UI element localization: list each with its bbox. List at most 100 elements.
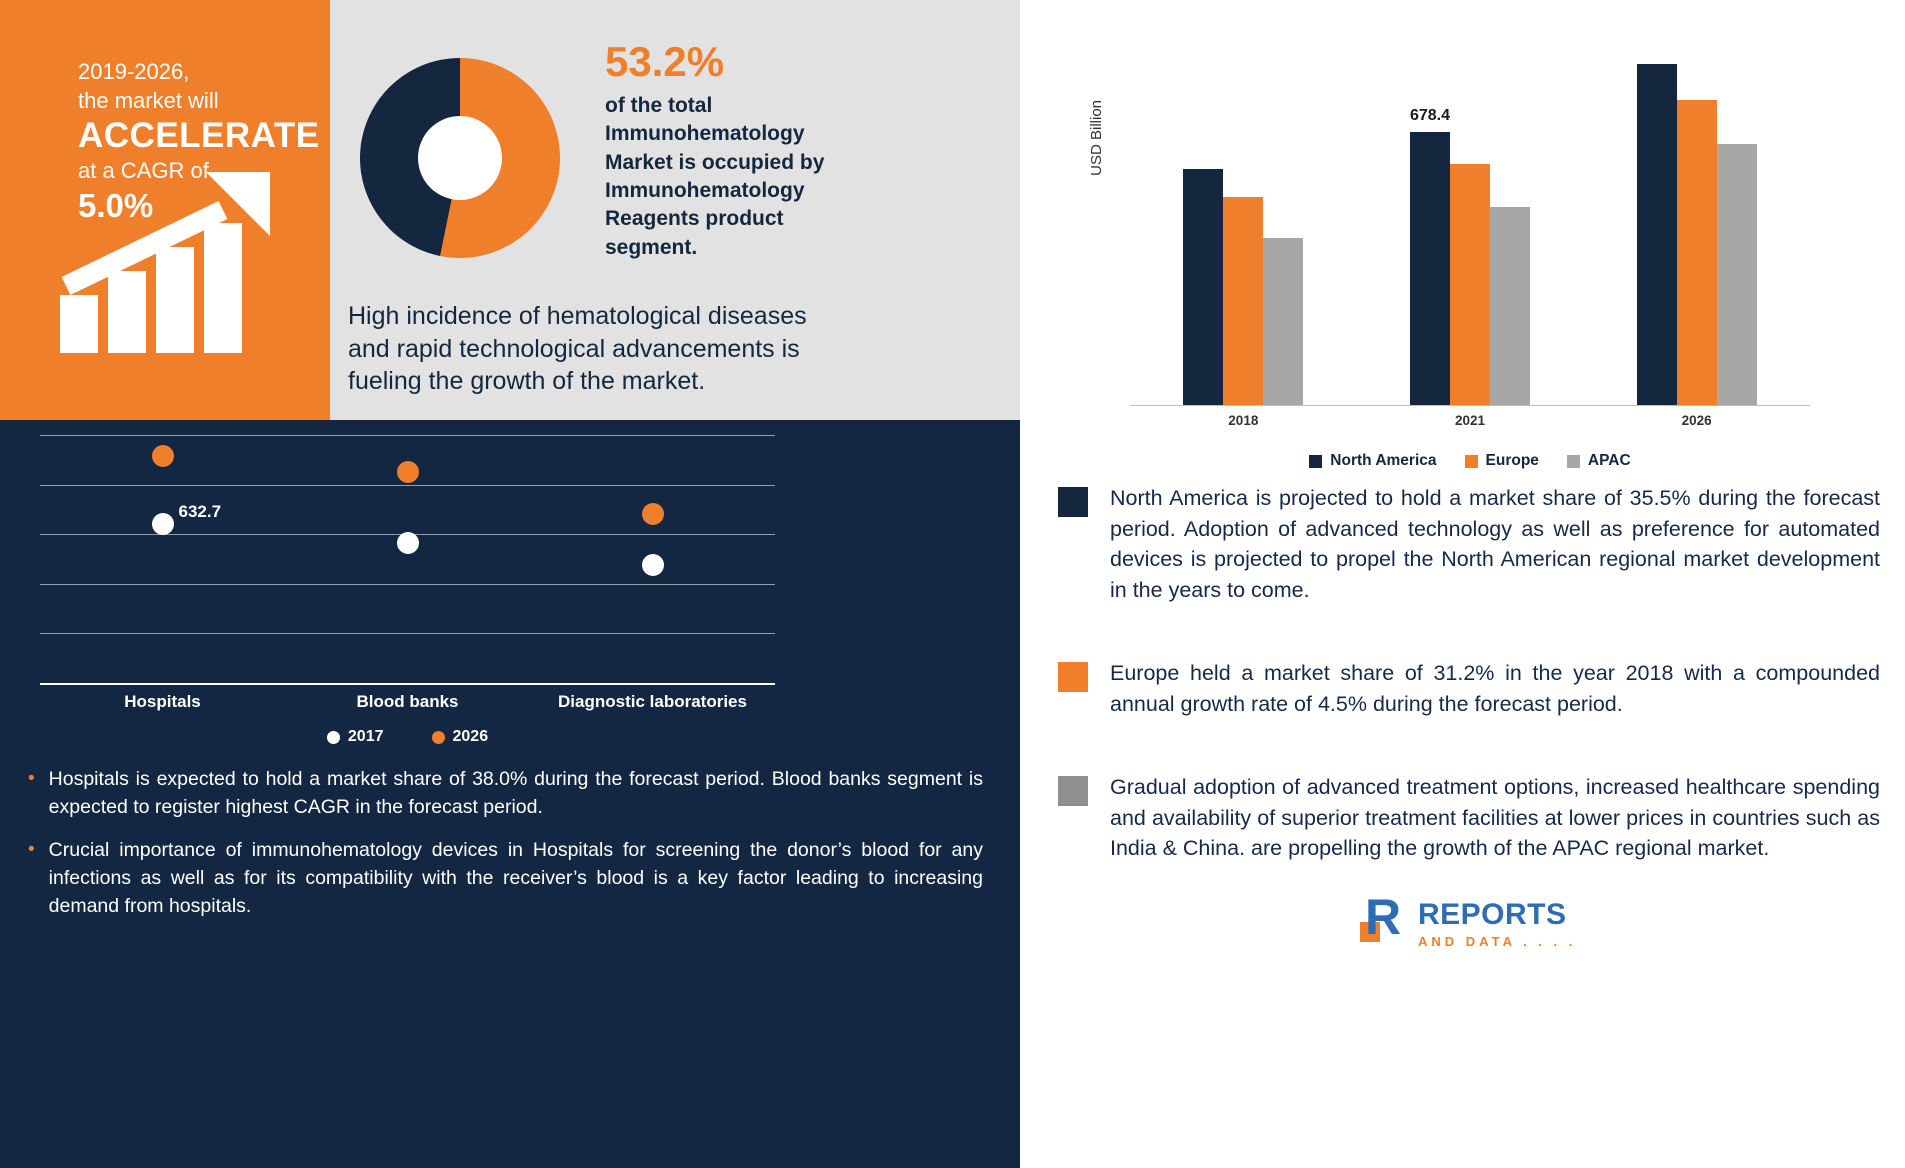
bar-north-america <box>1409 132 1450 405</box>
bar-north-america <box>1636 64 1677 405</box>
cagr-rate: 5.0% <box>78 186 154 224</box>
regional-paragraph-europe: Europe held a market share of 31.2% in t… <box>1058 658 1880 719</box>
growth-icon-svg <box>60 172 270 353</box>
legend-swatch <box>326 730 340 744</box>
bullet-item: • Hospitals is expected to hold a market… <box>28 765 983 822</box>
europe-swatch <box>1058 662 1088 692</box>
bar-wrap <box>1263 237 1304 405</box>
cagr-text-block: 2019-2026, the market will ACCELERATE at… <box>78 58 320 225</box>
market-driver-text: High incidence of hematological diseases… <box>348 302 807 395</box>
bar-europe <box>1676 100 1717 405</box>
bar-wrap <box>1223 197 1264 405</box>
regional-bar-categories: 2018 2021 2026 <box>1130 413 1810 428</box>
bar-group-2018 <box>1183 168 1304 405</box>
legend-label: Europe <box>1485 452 1539 469</box>
apac-swatch <box>1058 776 1088 806</box>
legend-swatch <box>1464 454 1478 468</box>
bar-group-2021: 678.4 <box>1410 107 1530 405</box>
bar-wrap <box>1716 143 1757 405</box>
legend-label: 2026 <box>452 728 489 745</box>
dot-2026-diagnostic-laboratories <box>641 503 664 526</box>
bullet-item: • Crucial importance of immunohematology… <box>28 836 983 921</box>
bar-y-axis-label: USD Billion <box>1088 100 1105 176</box>
end-use-bullets: • Hospitals is expected to hold a market… <box>28 765 983 934</box>
reports-and-data-logo: R REPORTS AND DATA . . . . <box>1360 892 1577 950</box>
dot-category-label: Hospitals <box>124 692 201 711</box>
gridline <box>40 633 775 635</box>
bar-north-america <box>1183 168 1224 405</box>
cagr-at-line: at a CAGR of <box>78 158 209 184</box>
logo-text-block: REPORTS AND DATA . . . . <box>1418 897 1577 949</box>
bar-wrap <box>1490 206 1530 405</box>
regional-panel: USD Billion 678.4 2018 2021 2026 North Ame… <box>1020 0 1905 1168</box>
legend-label: North America <box>1330 452 1437 469</box>
bar-category-label: 2021 <box>1454 413 1485 428</box>
legend-swatch <box>1566 454 1580 468</box>
product-segment-panel: 53.2% of the total Immunohematology Mark… <box>330 0 1020 420</box>
legend-item: 2026 <box>431 728 489 746</box>
dot-category-label: Blood banks <box>356 692 459 711</box>
cagr-accelerate: ACCELERATE <box>78 116 320 156</box>
donut-headline: 53.2% of the total Immunohematology Mark… <box>605 38 830 262</box>
bar-europe <box>1450 164 1490 405</box>
bar-apac <box>1716 143 1757 405</box>
regional-bar-plot: 678.4 <box>1130 55 1810 406</box>
bar-category-label: 2026 <box>1681 413 1712 428</box>
gridline <box>40 435 775 436</box>
end-use-panel: 632.7 Hospitals Blood banks Diagnostic lab… <box>0 420 1020 1168</box>
dot-category-label: Diagnostic laboratories <box>558 692 747 711</box>
dot-value-label: 632.7 <box>178 502 222 522</box>
regional-paragraph-apac: Gradual adoption of advanced treatment o… <box>1058 772 1880 864</box>
legend-swatch <box>431 730 445 744</box>
regional-bar-legend: North America Europe APAC <box>1130 452 1810 470</box>
logo-mark-letter: R <box>1365 889 1402 945</box>
growth-chart-icon <box>58 168 273 353</box>
donut-percentage: 53.2% <box>605 38 725 85</box>
legend-label: 2017 <box>347 728 384 745</box>
logo-title: REPORTS <box>1418 897 1567 931</box>
logo-accent-square <box>1360 922 1380 942</box>
donut-description: of the total Immunohematology Market is … <box>605 94 825 259</box>
bar-group-2026 <box>1636 64 1757 405</box>
dot-2017-diagnostic-laboratories <box>641 554 664 577</box>
gridline <box>40 583 775 585</box>
legend-item: 2017 <box>326 728 384 746</box>
legend-item: North America <box>1309 452 1437 470</box>
bullet-text-devices: Crucial importance of immunohematology d… <box>48 838 983 918</box>
regional-paragraph-north-america: North America is projected to hold a mar… <box>1058 483 1880 605</box>
bar-value-label: 678.4 <box>1409 107 1450 125</box>
bar-wrap: 678.4 <box>1410 107 1450 405</box>
bar-wrap <box>1676 100 1717 405</box>
end-use-legend: 2017 2026 <box>40 728 775 746</box>
north-america-text: North America is projected to hold a mar… <box>1110 486 1880 602</box>
bar-category-label: 2018 <box>1228 413 1259 428</box>
north-america-swatch <box>1058 487 1088 517</box>
cagr-years: 2019-2026, <box>78 59 190 84</box>
gridline <box>40 484 775 486</box>
bar-europe <box>1223 197 1264 405</box>
legend-item: APAC <box>1566 452 1631 470</box>
legend-swatch <box>1309 454 1323 468</box>
apac-text: Gradual adoption of advanced treatment o… <box>1110 775 1880 861</box>
bar-wrap <box>1450 164 1490 405</box>
logo-subtitle: AND DATA . . . . <box>1418 933 1577 949</box>
cagr-panel: 2019-2026, the market will ACCELERATE at… <box>0 0 330 420</box>
dot-2026-blood-banks <box>396 460 419 483</box>
bar-apac <box>1263 237 1304 405</box>
bullet-icon: • <box>28 768 35 789</box>
europe-text: Europe held a market share of 31.2% in t… <box>1110 661 1880 716</box>
end-use-dot-plot: 632.7 <box>40 435 775 685</box>
reagents-donut <box>360 58 560 258</box>
bullet-text-hospitals: Hospitals is expected to hold a market s… <box>48 768 983 819</box>
dot-2017-hospitals <box>151 513 174 536</box>
logo-icon: R <box>1360 892 1406 950</box>
bullet-icon: • <box>28 838 35 860</box>
end-use-categories: Hospitals Blood banks Diagnostic laborator… <box>40 692 775 712</box>
bar-apac <box>1490 206 1530 405</box>
bar-wrap <box>1183 168 1224 405</box>
legend-item: Europe <box>1464 452 1539 470</box>
dot-2017-blood-banks <box>396 531 419 554</box>
legend-label: APAC <box>1587 452 1631 469</box>
dot-2026-hospitals <box>151 444 174 467</box>
